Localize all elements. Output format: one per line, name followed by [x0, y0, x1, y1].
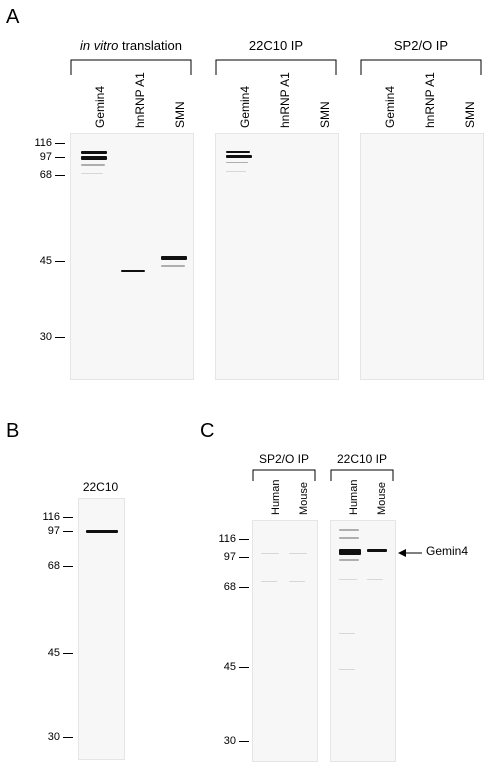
lane-label: SMN — [173, 101, 187, 128]
mw-dash — [55, 143, 65, 144]
arrow-gemin4 — [398, 546, 422, 558]
mw-tick: 30 — [32, 731, 60, 743]
gel-band — [339, 549, 361, 555]
group-22c10-title: 22C10 IP — [215, 38, 337, 53]
gel-band — [161, 256, 187, 260]
lane-label: Gemin4 — [383, 86, 397, 128]
panel-b-title: 22C10 — [78, 480, 123, 494]
gel-b — [78, 498, 125, 760]
panel-c-label: C — [200, 420, 214, 443]
lane-label: SMN — [318, 101, 332, 128]
gel-band — [367, 579, 383, 580]
mw-dash — [55, 157, 65, 158]
mw-dash — [239, 741, 249, 742]
mw-dash — [239, 667, 249, 668]
panel-c: C SP2/O IP 22C10 IP Human Mouse Human Mo… — [200, 420, 500, 770]
arrow-label: Gemin4 — [426, 544, 468, 558]
gel-band — [86, 530, 118, 533]
lane-label: Human — [348, 480, 360, 515]
gel-c2 — [330, 520, 396, 762]
mw-dash — [63, 531, 73, 532]
gel-c1 — [252, 520, 318, 762]
gel-a2 — [215, 133, 339, 380]
mw-tick: 30 — [24, 331, 52, 343]
lane-label: SMN — [463, 101, 477, 128]
mw-tick: 68 — [208, 581, 236, 593]
gel-band — [261, 581, 277, 582]
bracket-c2 — [330, 468, 394, 482]
lane-label: Gemin4 — [238, 86, 252, 128]
gel-band — [226, 162, 248, 163]
lane-label: Gemin4 — [93, 86, 107, 128]
gel-a3 — [360, 133, 484, 380]
gel-band — [339, 579, 357, 580]
mw-tick: 116 — [32, 511, 60, 523]
lane-label: Mouse — [298, 482, 310, 515]
gel-band — [81, 164, 105, 166]
gel-band — [226, 151, 250, 153]
mw-tick: 45 — [32, 647, 60, 659]
gel-band — [161, 265, 185, 267]
gel-band — [339, 559, 359, 561]
gel-band — [289, 581, 305, 582]
gel-band — [289, 553, 307, 554]
group-c1-title: SP2/O IP — [252, 452, 316, 466]
mw-tick: 68 — [24, 169, 52, 181]
gel-band — [81, 173, 103, 174]
mw-dash — [55, 337, 65, 338]
mw-dash — [63, 566, 73, 567]
mw-tick: 97 — [24, 151, 52, 163]
lane-label: hnRNP A1 — [133, 72, 147, 128]
bracket-ivt — [70, 58, 192, 76]
bracket-c1 — [252, 468, 316, 482]
gel-band — [226, 155, 252, 158]
gel-band — [81, 151, 107, 154]
lane-label: hnRNP A1 — [423, 72, 437, 128]
group-ivt-title: in vitro translation — [70, 38, 192, 53]
mw-dash — [55, 261, 65, 262]
panel-b: B 22C10 116 97 68 45 30 — [0, 420, 200, 770]
mw-dash — [239, 587, 249, 588]
lane-label: hnRNP A1 — [278, 72, 292, 128]
mw-dash — [55, 175, 65, 176]
mw-tick: 68 — [32, 560, 60, 572]
ivt-rest: translation — [118, 38, 182, 53]
gel-band — [339, 633, 355, 634]
gel-band — [226, 171, 246, 172]
lane-label: Human — [270, 480, 282, 515]
gel-band — [261, 553, 279, 554]
mw-dash — [239, 539, 249, 540]
gel-band — [81, 156, 107, 160]
mw-tick: 30 — [208, 735, 236, 747]
gel-band — [339, 529, 359, 531]
gel-band — [339, 669, 355, 670]
lane-label: Mouse — [376, 482, 388, 515]
mw-dash — [63, 653, 73, 654]
mw-tick: 97 — [208, 551, 236, 563]
panel-a: A in vitro translation 22C10 IP SP2/O IP… — [0, 0, 500, 400]
mw-dash — [63, 737, 73, 738]
mw-dash — [239, 557, 249, 558]
panel-a-label: A — [6, 6, 19, 29]
mw-tick: 45 — [24, 255, 52, 267]
gel-a1 — [70, 133, 194, 380]
gel-band — [367, 549, 387, 552]
mw-tick: 45 — [208, 661, 236, 673]
group-sp2o-title: SP2/O IP — [360, 38, 482, 53]
gel-band — [121, 270, 145, 272]
panel-b-label: B — [6, 420, 19, 443]
bracket-sp2o — [360, 58, 482, 76]
mw-tick: 116 — [208, 533, 236, 545]
group-c2-title: 22C10 IP — [330, 452, 394, 466]
mw-tick: 116 — [24, 137, 52, 149]
ivt-italic: in vitro — [80, 38, 118, 53]
gel-band — [339, 537, 359, 539]
mw-dash — [63, 517, 73, 518]
mw-tick: 97 — [32, 525, 60, 537]
bracket-22c10 — [215, 58, 337, 76]
